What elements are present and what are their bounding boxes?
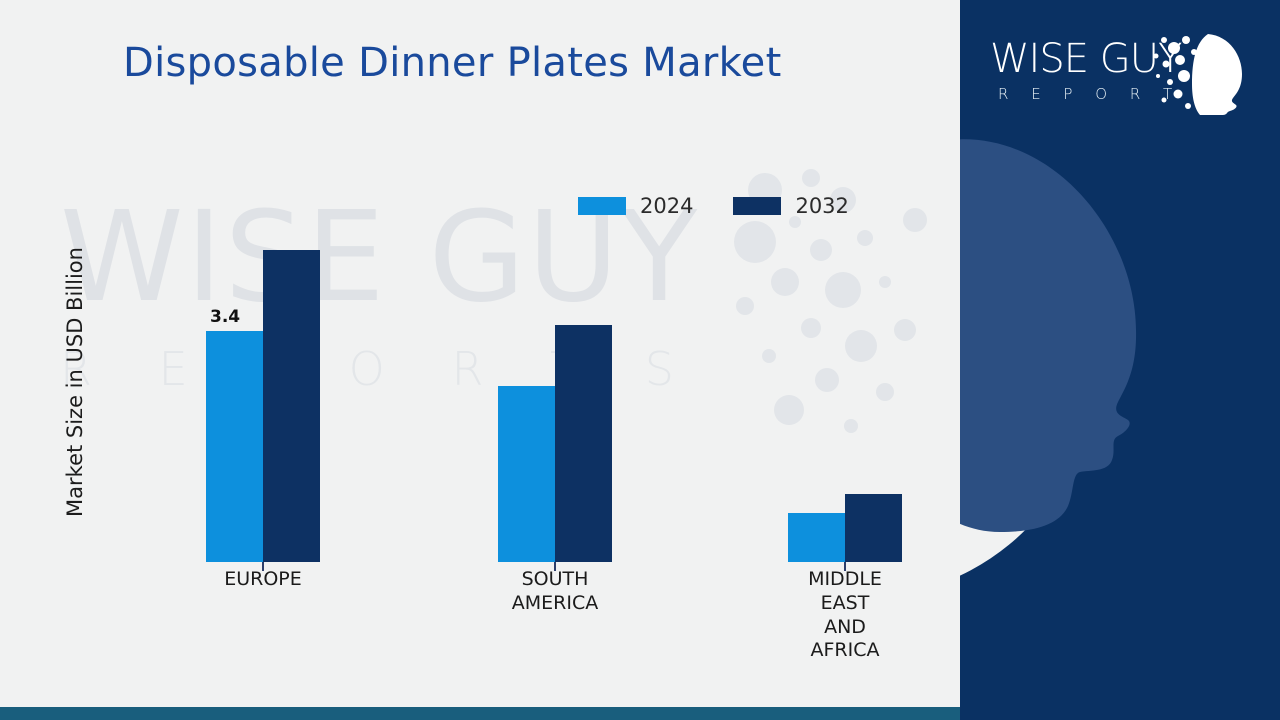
legend-item-2024[interactable]: 2024 (578, 194, 693, 218)
head-profile-silhouette-icon (960, 139, 1137, 532)
logo-wordmark: WISE GUY (990, 36, 1182, 82)
logo-head-profile-icon (1153, 34, 1242, 115)
bar-south-america-2024[interactable] (498, 385, 555, 562)
category-label-europe: EUROPE (173, 568, 353, 592)
legend-item-2032[interactable]: 2032 (733, 194, 849, 218)
logo-subtitle: R E P O R T S (998, 85, 1214, 103)
legend-label-2032: 2032 (795, 194, 849, 218)
page-title: Disposable Dinner Plates Market (123, 40, 782, 86)
category-label-middle-east-and-africa: MIDDLE EAST AND AFRICA (755, 568, 935, 663)
category-label-line: SOUTH (521, 568, 589, 590)
bar-chart: Market Size in USD Billion 2024 2032 3.4… (63, 194, 935, 663)
category-label-line: AMERICA (511, 591, 599, 614)
bar-europe-2032[interactable] (263, 250, 320, 562)
category-label-line: AND (824, 615, 866, 638)
bar-value-label: 3.4 (210, 307, 241, 328)
chart-legend: 2024 2032 (578, 194, 849, 218)
bar-middle-east-and-africa-2024[interactable] (788, 513, 845, 562)
bar-middle-east-and-africa-2032[interactable] (845, 494, 902, 562)
category-label-line: EUROPE (224, 568, 302, 590)
category-label-line: MIDDLE (808, 568, 882, 590)
plot-area: 3.4 EUROPE SOUTH AMERICA MIDDLE EAST AND AFRICA (173, 250, 935, 663)
bar-south-america-2032[interactable] (555, 324, 612, 562)
legend-swatch-2032 (733, 197, 782, 215)
category-label-south-america: SOUTH AMERICA (465, 568, 645, 616)
brand-logo: WISE GUY R E P O R T S (990, 30, 1242, 116)
category-label-line: EAST (820, 591, 870, 614)
axis-tick (262, 562, 264, 571)
right-brand-panel (960, 0, 1280, 720)
bar-europe-2024[interactable] (206, 331, 263, 562)
left-content-panel (0, 0, 960, 720)
legend-label-2024: 2024 (640, 194, 694, 218)
axis-tick (554, 562, 556, 571)
legend-swatch-2024 (578, 197, 626, 215)
bottom-accent-strip (0, 707, 960, 720)
category-label-line: AFRICA (810, 639, 880, 662)
axis-tick (844, 562, 846, 571)
